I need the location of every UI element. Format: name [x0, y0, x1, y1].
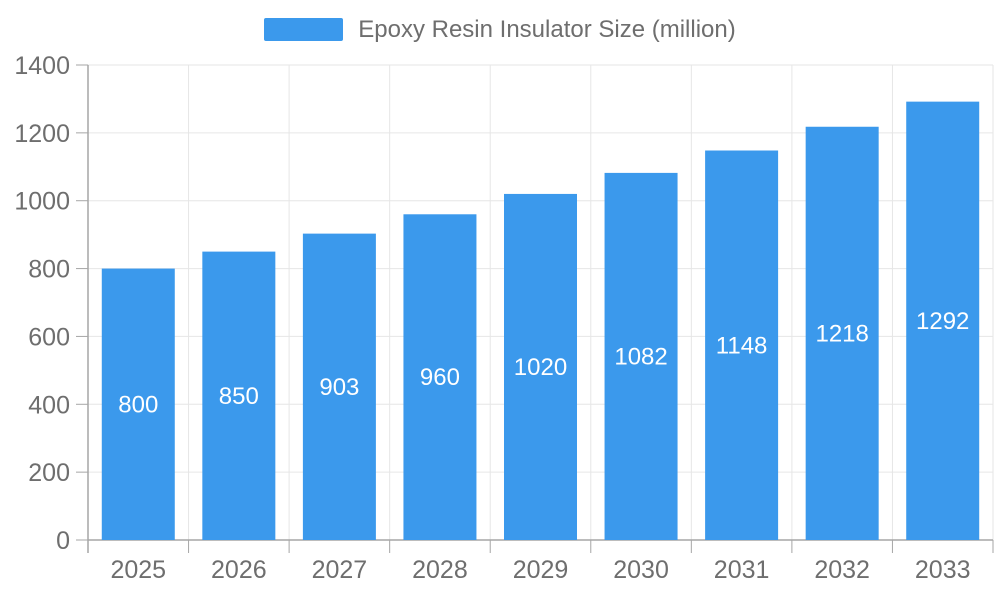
bar-value-label: 903 [319, 374, 359, 401]
bar-value-label: 1218 [815, 320, 868, 347]
x-tick-label: 2028 [412, 556, 468, 584]
legend-item[interactable]: Epoxy Resin Insulator Size (million) [0, 16, 1000, 43]
bar-value-label: 1148 [716, 332, 768, 359]
bar-value-label: 850 [219, 383, 259, 410]
bar[interactable] [705, 150, 779, 541]
x-tick-label: 2025 [110, 556, 166, 584]
bar[interactable] [504, 193, 577, 540]
x-tick-label: 2032 [814, 556, 870, 584]
y-tick-label: 1200 [14, 120, 70, 148]
bar[interactable] [403, 214, 477, 541]
bar[interactable] [906, 101, 980, 541]
x-tick-label: 2031 [714, 556, 770, 584]
y-tick-label: 200 [28, 459, 70, 487]
bar[interactable] [202, 251, 276, 540]
bar-value-label: 1292 [916, 308, 969, 335]
y-tick-label: 0 [56, 527, 70, 555]
x-tick-label: 2030 [613, 556, 669, 584]
bar[interactable] [101, 268, 175, 540]
y-tick-label: 800 [28, 256, 70, 284]
y-tick-label: 400 [28, 391, 70, 419]
bar-value-label: 1082 [614, 343, 667, 370]
bar-value-label: 960 [420, 364, 460, 391]
y-tick-label: 600 [28, 323, 70, 351]
x-tick-label: 2029 [513, 556, 569, 584]
legend-label: Epoxy Resin Insulator Size (million) [358, 16, 736, 43]
x-tick-label: 2033 [915, 556, 971, 584]
bar-value-label: 1020 [514, 354, 567, 381]
x-tick-label: 2027 [312, 556, 368, 584]
y-tick-label: 1000 [14, 188, 70, 216]
bar[interactable] [805, 126, 879, 540]
bar[interactable] [604, 172, 678, 540]
x-tick-label: 2026 [211, 556, 267, 584]
legend-swatch [264, 18, 344, 41]
y-tick-label: 1400 [14, 52, 70, 80]
bar[interactable] [302, 233, 376, 540]
bar-value-label: 800 [118, 391, 158, 418]
